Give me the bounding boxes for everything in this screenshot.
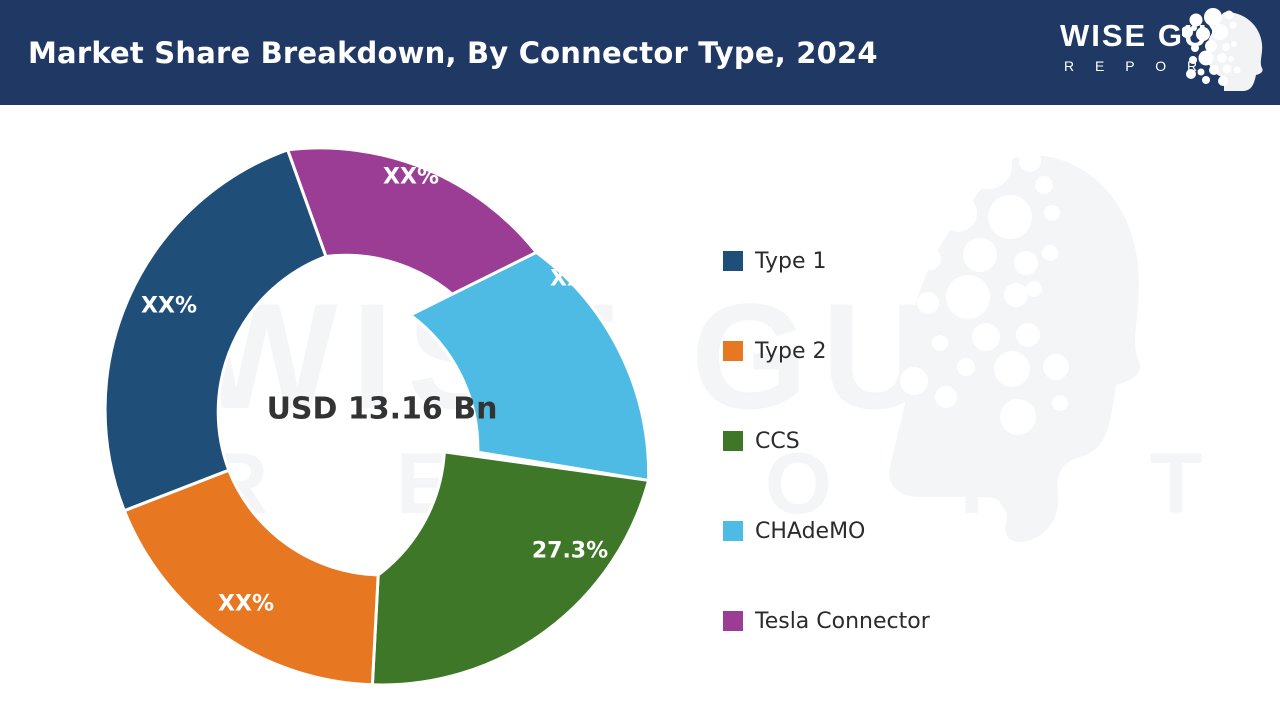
legend-label-type-2: Type 2 — [755, 338, 827, 364]
legend-swatch-icon-chademo — [723, 521, 743, 541]
donut-chart — [106, 146, 651, 687]
slice-label-tesla-connector: XX% — [383, 164, 439, 190]
legend-label-ccs: CCS — [755, 428, 800, 454]
legend-swatch-icon-type-2 — [723, 341, 743, 361]
legend-swatch-icon-type-1 — [723, 251, 743, 271]
legend-swatch-icon-tesla-connector — [723, 611, 743, 631]
legend-item-chademo[interactable]: CHAdeMO — [723, 518, 866, 544]
wise-guy-reports-logo: WISE GUY R E P O R T S — [1054, 6, 1274, 98]
legend-swatch-icon-ccs — [723, 431, 743, 451]
legend-label-type-1: Type 1 — [755, 248, 827, 274]
slice-tesla-connector[interactable] — [285, 146, 539, 321]
page-title: Market Share Breakdown, By Connector Typ… — [28, 35, 878, 70]
slice-type-2[interactable] — [122, 468, 380, 687]
watermark-head-profile-icon — [886, 145, 1141, 543]
slice-label-chademo: XX% — [550, 266, 606, 292]
head-profile-dots-icon — [1182, 8, 1263, 91]
slice-label-ccs: 27.3% — [531, 538, 609, 564]
page-header: Market Share Breakdown, By Connector Typ… — [0, 0, 1280, 105]
legend-label-tesla-connector: Tesla Connector — [755, 608, 930, 634]
donut-center-value: USD 13.16 Bn — [266, 391, 498, 427]
slice-chademo[interactable] — [407, 250, 651, 483]
legend-item-type-1[interactable]: Type 1 — [723, 248, 827, 274]
legend-label-chademo: CHAdeMO — [755, 518, 866, 544]
slice-label-type-1: XX% — [141, 293, 197, 319]
legend-item-ccs[interactable]: CCS — [723, 428, 800, 454]
slice-ccs[interactable] — [370, 450, 651, 687]
slice-type-1[interactable] — [106, 147, 328, 513]
chart-area: WISE GUY R E P O R T S — [0, 105, 1280, 720]
legend-item-type-2[interactable]: Type 2 — [723, 338, 827, 364]
legend-item-tesla-connector[interactable]: Tesla Connector — [723, 608, 930, 634]
donut-slices — [106, 146, 651, 687]
slice-label-type-2: XX% — [218, 591, 274, 617]
